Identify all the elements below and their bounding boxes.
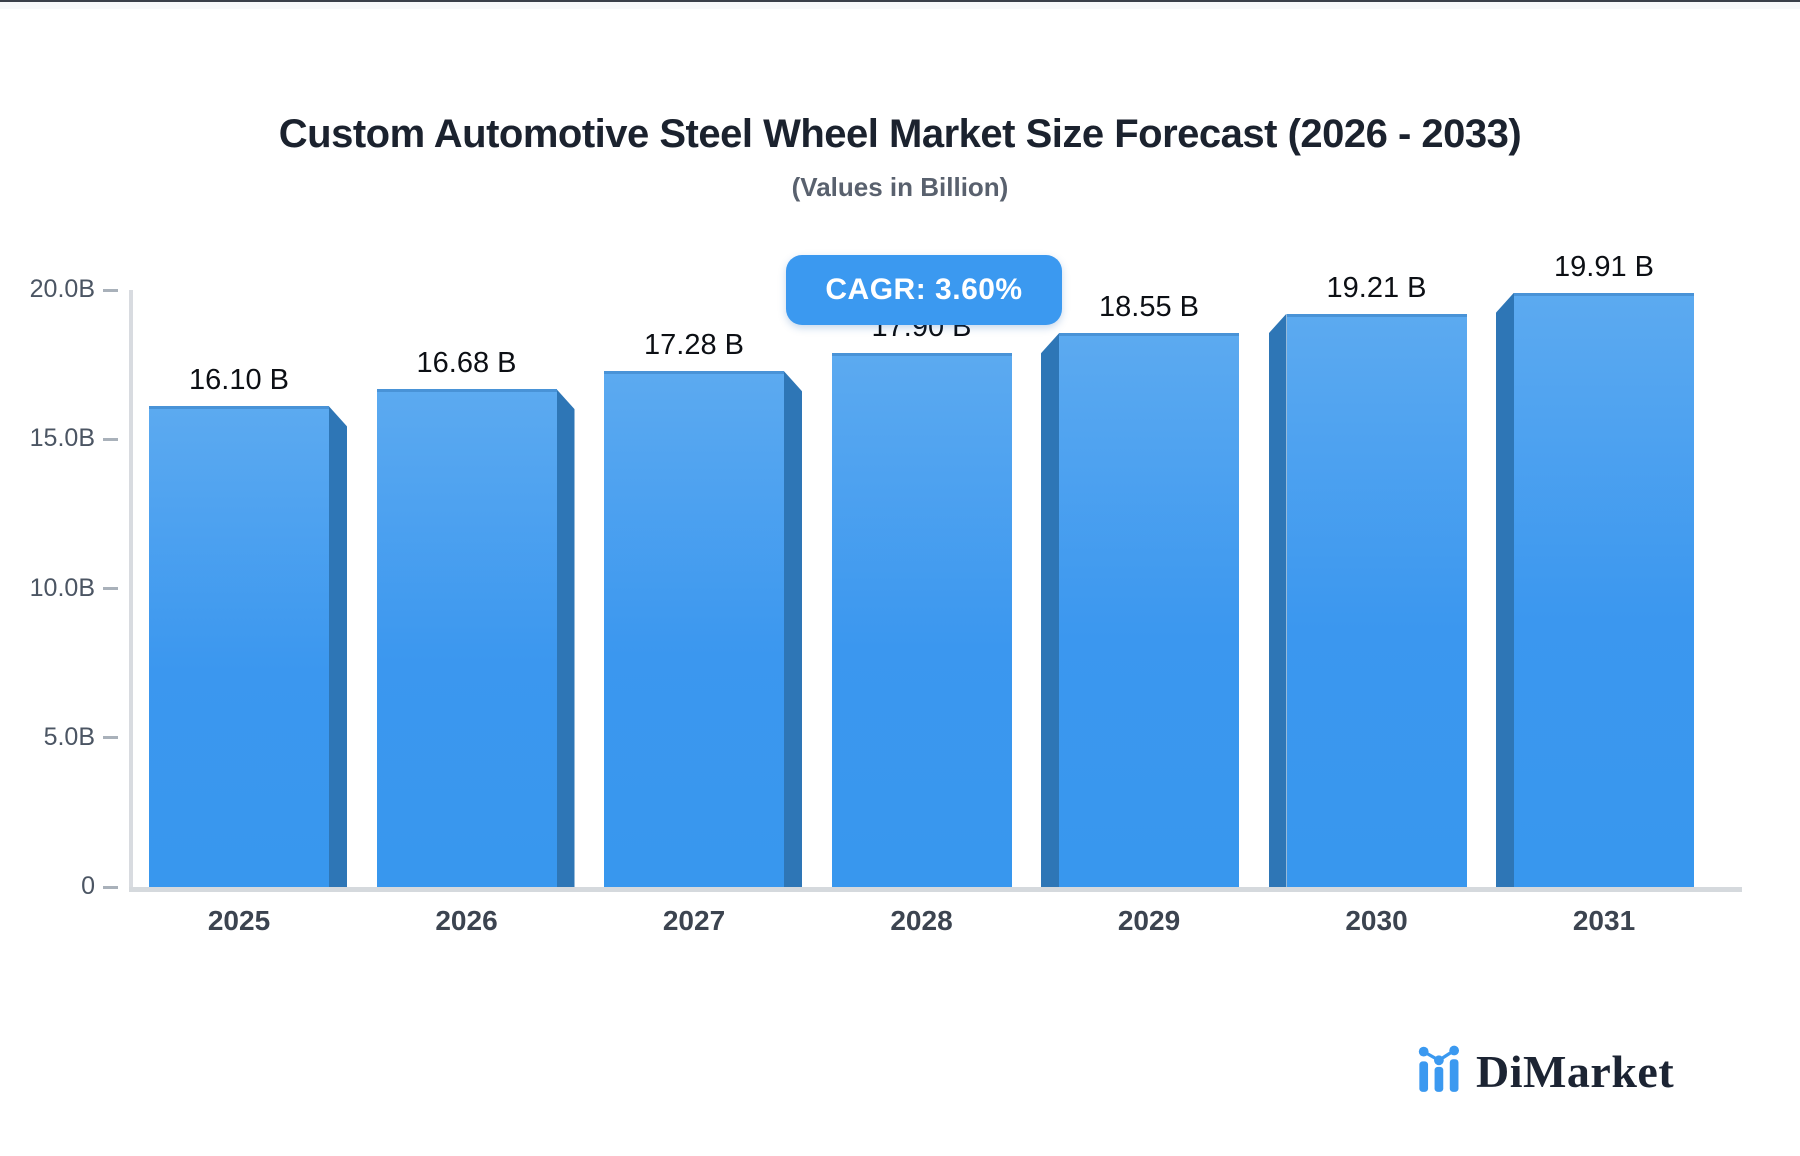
bar-3d-side (1496, 292, 1514, 887)
bar-3d-side (784, 371, 802, 887)
y-tick-mark (103, 587, 118, 590)
chart-subtitle: (Values in Billion) (791, 172, 1009, 202)
window-top-edge (0, 0, 1800, 9)
y-tick-label: 15.0B (29, 424, 95, 453)
bar-3d-side (1041, 333, 1059, 887)
bar-2031[interactable] (1514, 292, 1694, 887)
brand-logo: DiMarket (1418, 1044, 1674, 1099)
brand-name: DiMarket (1476, 1046, 1675, 1097)
y-tick-mark (103, 288, 118, 292)
y-tick-label: 10.0B (29, 573, 95, 602)
y-tick-label: 20.0B (29, 275, 95, 303)
x-tick-label: 2028 (890, 905, 953, 936)
bar-3d-side (556, 389, 575, 887)
bar-value-label: 17.28 B (644, 329, 744, 362)
bar-2027[interactable] (604, 371, 784, 887)
bar-2030[interactable] (1286, 313, 1467, 887)
y-tick-label: 5.0B (43, 722, 95, 751)
bar-2028[interactable] (831, 352, 1012, 887)
y-tick-mark (103, 736, 118, 740)
bar-value-label: 19.91 B (1554, 250, 1654, 283)
bar-3d-side (1268, 313, 1287, 887)
cagr-badge: CAGR: 3.60% (786, 255, 1062, 325)
x-tick-label: 2029 (1117, 905, 1181, 936)
x-tick-label: 2027 (662, 905, 726, 936)
y-tick-label: 0 (81, 872, 95, 900)
x-tick-label: 2025 (207, 905, 271, 936)
bar-value-label: 19.21 B (1326, 271, 1427, 304)
bar-chart-logo-icon (1418, 1044, 1462, 1099)
x-axis-line (129, 887, 1742, 892)
x-tick-label: 2031 (1572, 905, 1636, 936)
chart-title: Custom Automotive Steel Wheel Market Siz… (278, 112, 1522, 156)
bar-value-label: 16.10 B (189, 364, 289, 397)
bar-2029[interactable] (1059, 333, 1239, 887)
x-tick-label: 2030 (1345, 905, 1408, 936)
bar-value-label: 16.68 B (416, 347, 517, 380)
y-axis-line (129, 290, 133, 887)
bar-2025[interactable] (149, 406, 329, 887)
bar-3d-side (329, 406, 347, 887)
bar-2026[interactable] (376, 389, 557, 887)
bar-value-label: 18.55 B (1099, 291, 1199, 324)
x-tick-label: 2026 (435, 905, 498, 936)
y-tick-mark (103, 437, 118, 441)
y-tick-mark (103, 885, 118, 889)
